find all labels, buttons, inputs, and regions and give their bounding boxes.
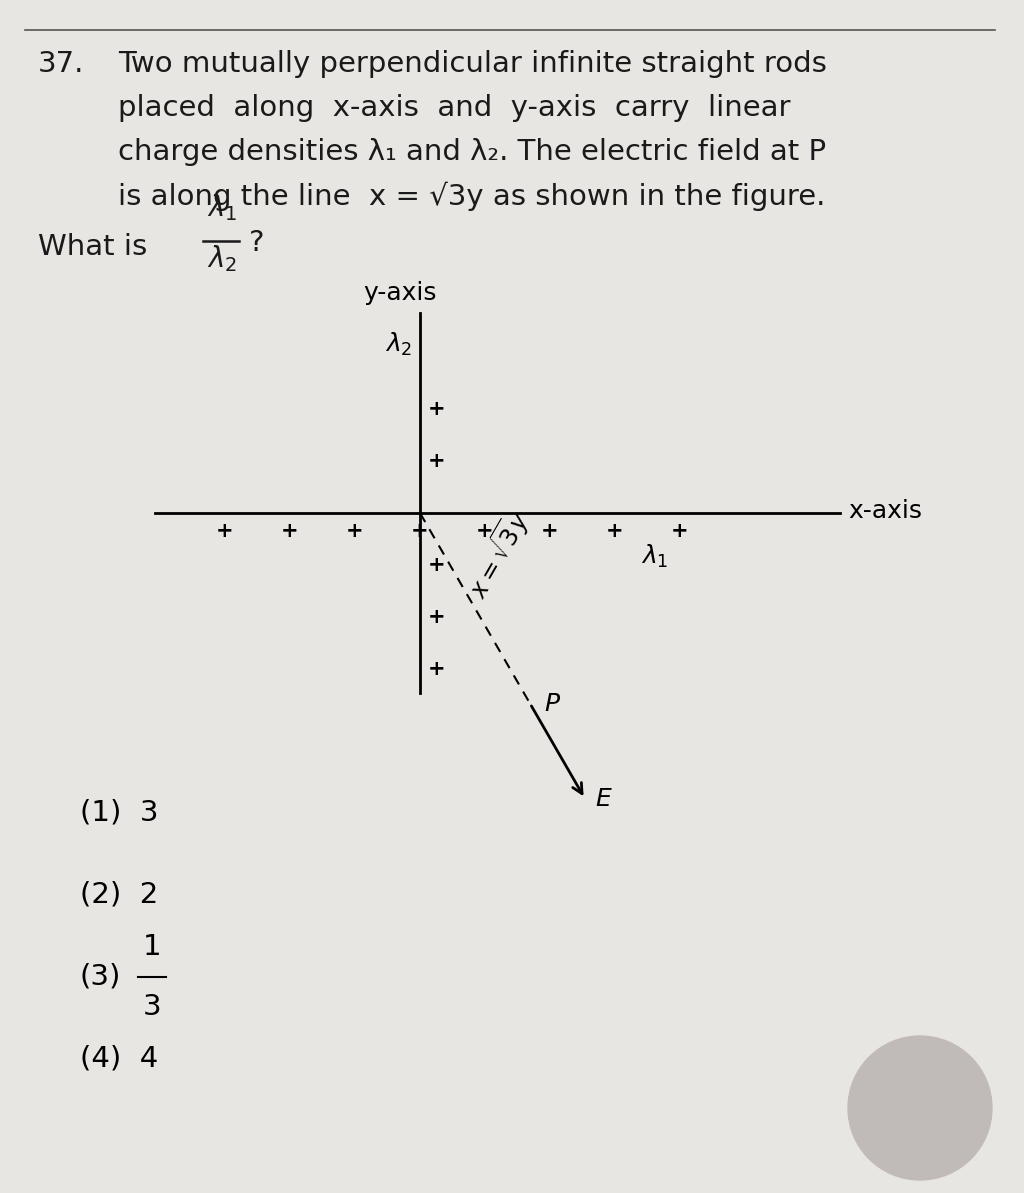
Text: P: P xyxy=(544,692,559,716)
Text: (4)  4: (4) 4 xyxy=(80,1045,159,1073)
Text: What is: What is xyxy=(38,233,147,261)
Text: +: + xyxy=(428,398,445,419)
Text: $\lambda_1$: $\lambda_1$ xyxy=(641,543,669,570)
Text: x-axis: x-axis xyxy=(848,499,922,523)
Text: +: + xyxy=(542,521,559,540)
Text: $\lambda_1$: $\lambda_1$ xyxy=(207,192,238,223)
Text: +: + xyxy=(671,521,689,540)
Text: +: + xyxy=(428,659,445,679)
Text: +: + xyxy=(428,555,445,575)
Text: +: + xyxy=(216,521,233,540)
Text: placed  along  x-axis  and  y-axis  carry  linear: placed along x-axis and y-axis carry lin… xyxy=(118,94,791,122)
Text: $x = \sqrt{3}y$: $x = \sqrt{3}y$ xyxy=(460,505,538,604)
Text: 1: 1 xyxy=(142,933,162,962)
Text: charge densities λ₁ and λ₂. The electric field at P: charge densities λ₁ and λ₂. The electric… xyxy=(118,138,826,166)
Text: ?: ? xyxy=(249,229,264,256)
Text: E: E xyxy=(595,787,610,811)
Text: +: + xyxy=(346,521,364,540)
Text: +: + xyxy=(476,521,494,540)
Text: +: + xyxy=(428,607,445,628)
Text: Two mutually perpendicular infinite straight rods: Two mutually perpendicular infinite stra… xyxy=(118,50,826,78)
Text: y-axis: y-axis xyxy=(364,282,437,305)
Text: +: + xyxy=(606,521,624,540)
Text: +: + xyxy=(282,521,299,540)
Text: +: + xyxy=(428,451,445,471)
Text: (2)  2: (2) 2 xyxy=(80,880,159,909)
Text: (1)  3: (1) 3 xyxy=(80,799,159,827)
Text: $\lambda_2$: $\lambda_2$ xyxy=(385,330,412,358)
Text: 37.: 37. xyxy=(38,50,84,78)
Text: +: + xyxy=(412,521,429,540)
Text: (3): (3) xyxy=(80,963,122,991)
Text: is along the line  x = √3y as shown in the figure.: is along the line x = √3y as shown in th… xyxy=(118,183,825,211)
Circle shape xyxy=(848,1036,992,1180)
Text: 3: 3 xyxy=(142,993,162,1021)
Text: $\lambda_2$: $\lambda_2$ xyxy=(207,243,237,274)
